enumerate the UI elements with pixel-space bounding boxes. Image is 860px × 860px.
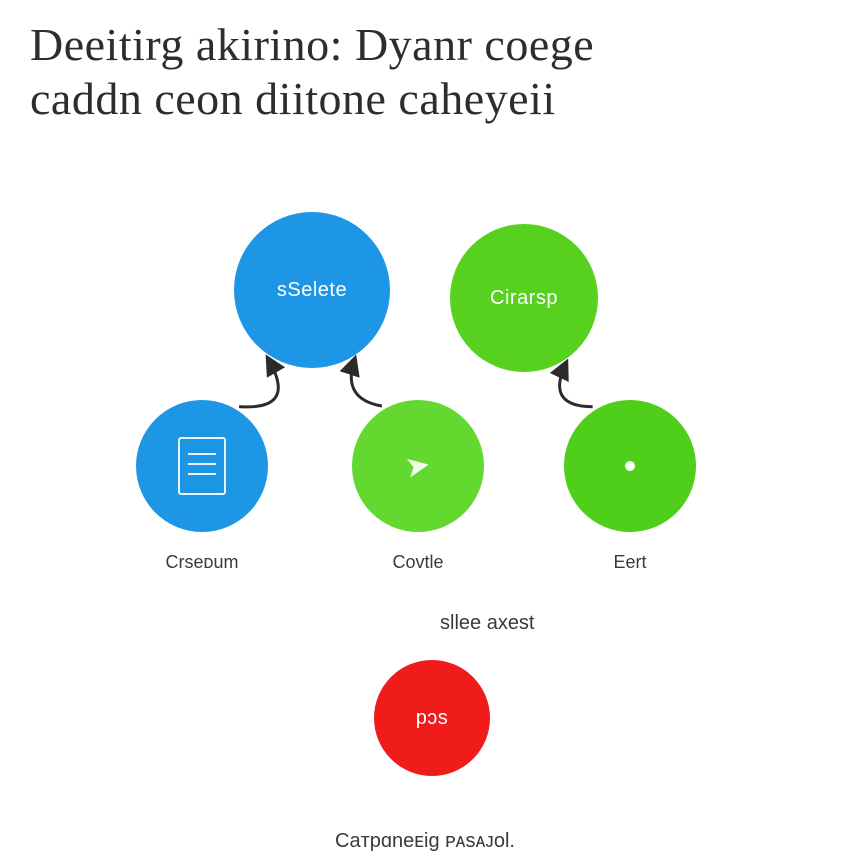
title-line-1: Deeitirg akirino: Dyanr coege [30,19,594,70]
edge-n_top_green-n_green_right [560,364,593,407]
node-n_green_mid: ➤ [352,400,484,532]
cursor-icon: ➤ [403,447,434,486]
diagram-stage: Deeitirg akirino: Dyanr coege caddn ceon… [0,0,860,860]
text-t_bottom: Caᴛpɑneᴇig ᴘᴀsᴀᴊᴏl. [335,830,515,853]
dot-icon [625,461,635,471]
node-n_blue_left [136,400,268,532]
node-label-n_top_blue: sSelete [277,279,347,302]
edge-n_top_blue-n_blue_left [239,360,278,407]
document-icon [178,437,226,495]
edge-n_top_blue-n_green_mid [351,360,382,406]
page-title: Deeitirg akirino: Dyanr coege caddn ceon… [30,18,836,127]
node-label-n_red: pɔs [416,707,449,730]
caption-n_green_right: Eert [550,552,710,573]
node-label-n_top_green: Cirarsp [490,287,558,310]
title-line-2: caddn ceon diitone caheyeii [30,73,556,124]
node-n_green_right [564,400,696,532]
caption-n_blue_left: Crseᴅum [122,552,282,573]
text-t_sllee: sllee axest [440,612,535,635]
caption-n_green_mid: Covtle [338,552,498,573]
node-n_top_blue: sSelete [234,212,390,368]
node-n_top_green: Cirarsp [450,224,598,372]
node-n_red: pɔs [374,660,490,776]
